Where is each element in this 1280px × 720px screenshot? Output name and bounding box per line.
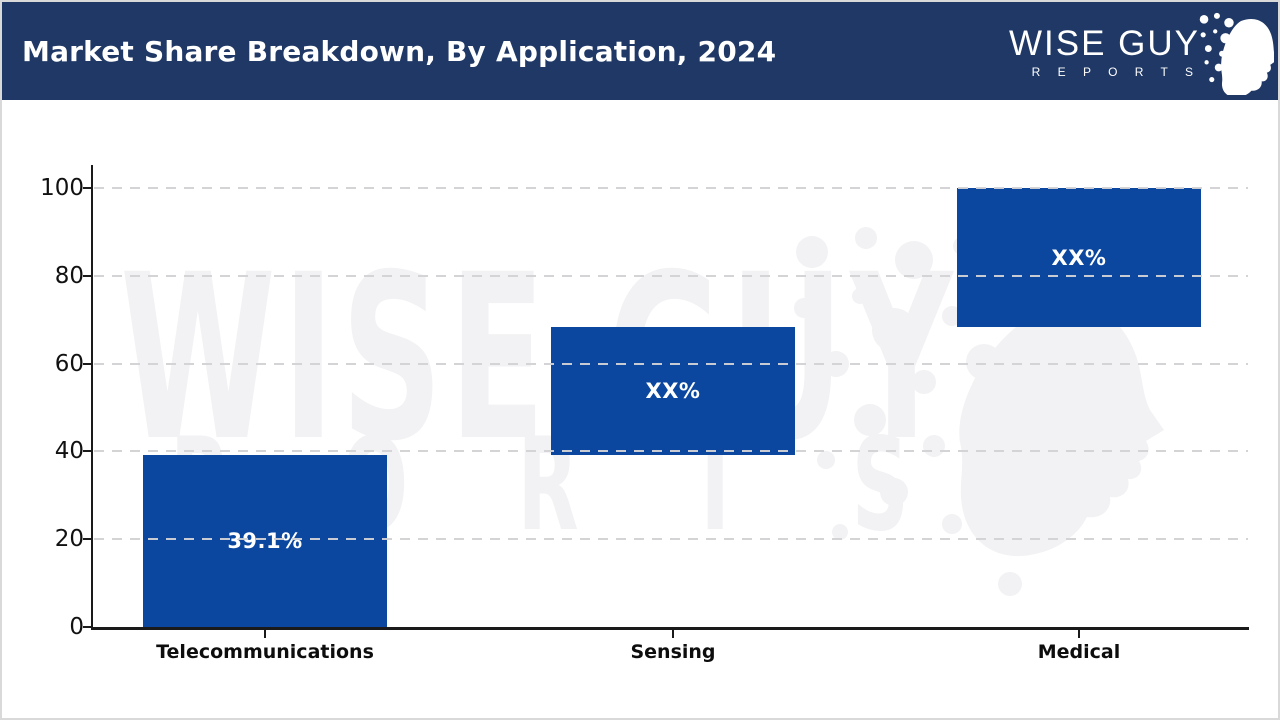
bar-value-label: 39.1% (227, 529, 303, 554)
bar-segment: XX% (957, 188, 1201, 328)
gridline (94, 274, 1248, 277)
y-tick-label: 80 (54, 262, 84, 289)
gridline (94, 187, 1248, 189)
y-tick-label: 100 (40, 175, 84, 201)
y-tick-mark (83, 538, 92, 541)
y-tick-label: 0 (69, 614, 84, 640)
x-tick-mark (1078, 630, 1080, 638)
y-tick-mark (83, 274, 92, 277)
brand-logo: WISE GUY R E P O R T S (1009, 8, 1274, 96)
y-axis-line (91, 165, 93, 627)
y-tick-label: 60 (54, 350, 84, 377)
x-category-label: Telecommunications (156, 641, 374, 663)
gridline (94, 450, 1248, 453)
y-tick-label: 20 (54, 526, 84, 553)
bar-value-label: XX% (1051, 245, 1107, 270)
gridline (94, 362, 1248, 365)
y-tick-mark (83, 362, 92, 365)
chart-title: Market Share Breakdown, By Application, … (22, 34, 777, 68)
brand-face-icon (1199, 12, 1274, 95)
gridline (94, 538, 1248, 541)
x-tick-mark (672, 630, 674, 638)
y-tick-mark (83, 626, 92, 628)
brand-subname: R E P O R T S (1031, 64, 1200, 79)
brand-logo-text: WISE GUY R E P O R T S (1009, 26, 1200, 79)
bar-segment: XX% (551, 327, 795, 456)
y-tick-mark (83, 187, 92, 189)
y-tick-label: 40 (54, 438, 84, 465)
bar-value-label: XX% (645, 379, 701, 404)
x-category-label: Medical (1037, 641, 1121, 663)
bar-segment: 39.1% (143, 455, 387, 627)
x-tick-mark (264, 630, 266, 638)
y-tick-mark (83, 450, 92, 453)
header-band: Market Share Breakdown, By Application, … (2, 2, 1278, 100)
x-category-label: Sensing (630, 641, 716, 663)
brand-name: WISE GUY (1008, 23, 1200, 63)
x-axis-line (91, 627, 1249, 630)
